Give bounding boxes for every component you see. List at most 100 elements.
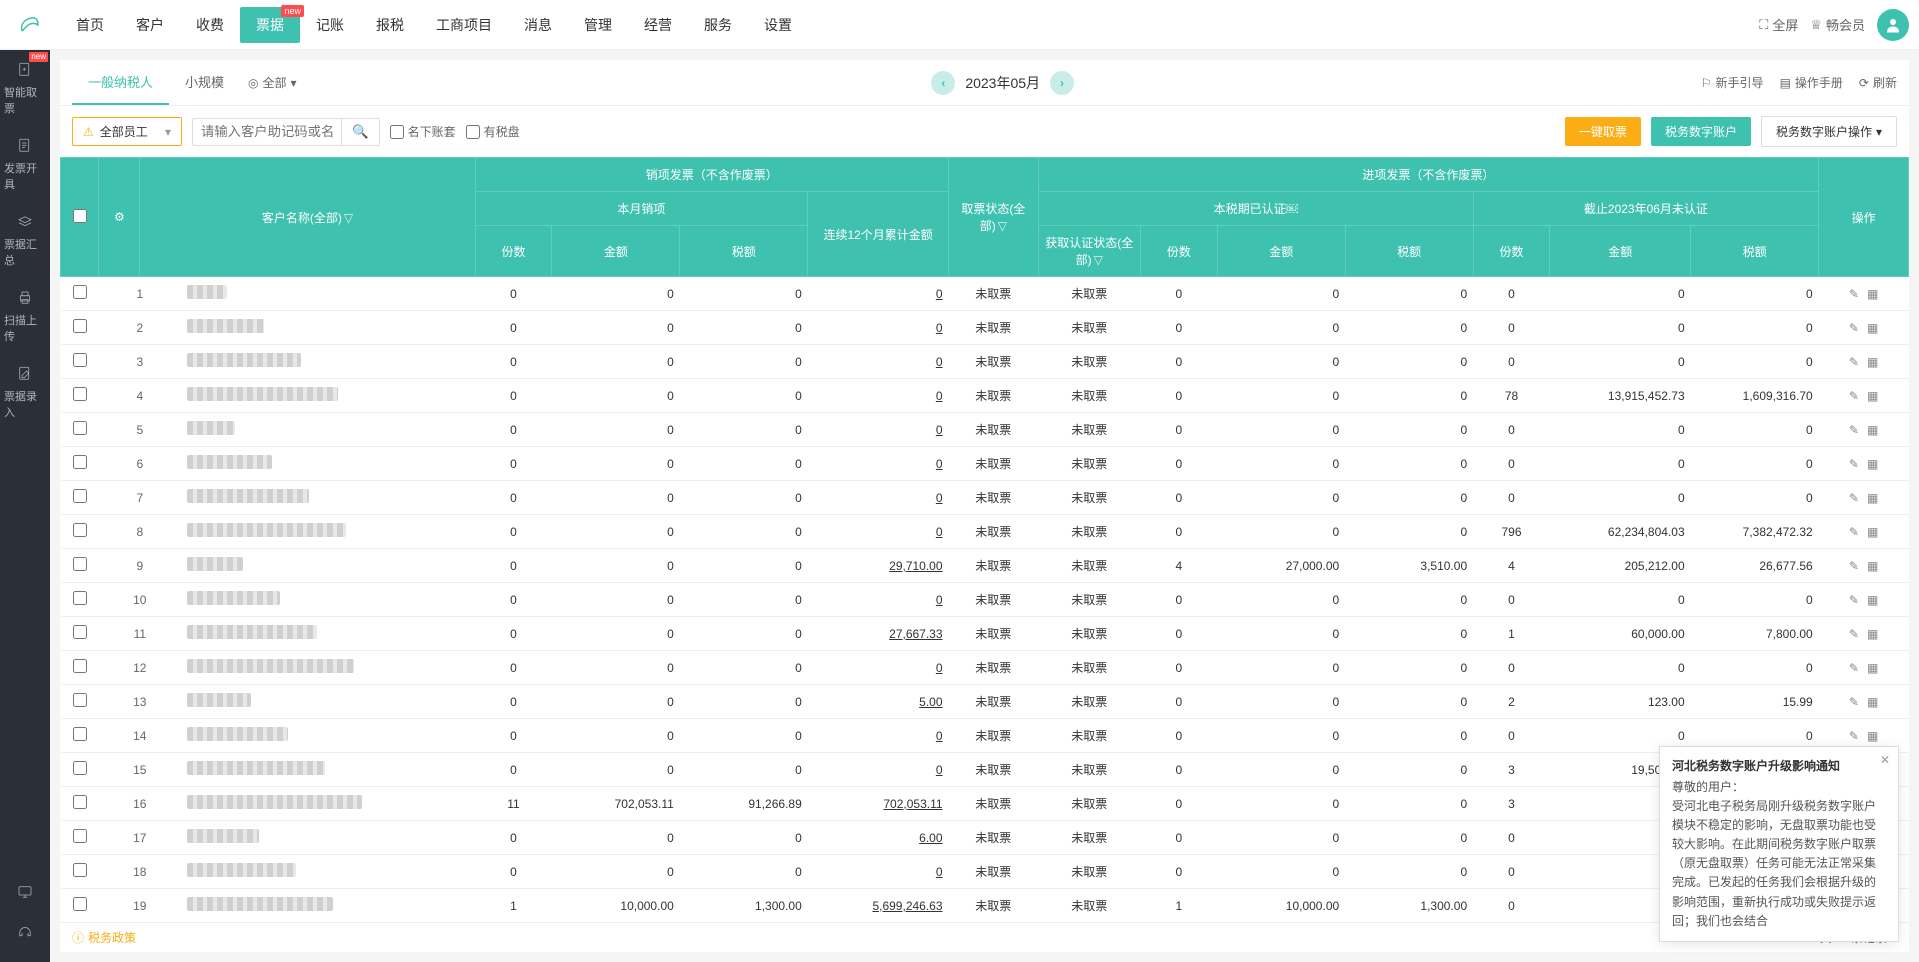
nav-首页[interactable]: 首页 — [60, 7, 120, 43]
row-checkbox[interactable] — [73, 285, 87, 299]
detail-icon[interactable]: ▦ — [1867, 627, 1878, 641]
cell-cum12[interactable]: 0 — [808, 583, 949, 617]
row-checkbox[interactable] — [73, 761, 87, 775]
detail-icon[interactable]: ▦ — [1867, 729, 1878, 743]
row-checkbox[interactable] — [73, 897, 87, 911]
cell-cum12[interactable]: 0 — [808, 651, 949, 685]
nav-消息[interactable]: 消息 — [508, 7, 568, 43]
has-disk-checkbox[interactable]: 有税盘 — [466, 123, 520, 140]
tax-policy-link[interactable]: ⓘ 税务政策 — [72, 929, 136, 946]
row-checkbox[interactable] — [73, 489, 87, 503]
edit-icon[interactable]: ✎ — [1849, 321, 1859, 335]
customer-name[interactable] — [181, 685, 475, 719]
under-account-checkbox[interactable]: 名下账套 — [390, 123, 456, 140]
detail-icon[interactable]: ▦ — [1867, 491, 1878, 505]
detail-icon[interactable]: ▦ — [1867, 457, 1878, 471]
customer-name[interactable] — [181, 719, 475, 753]
row-checkbox[interactable] — [73, 353, 87, 367]
detail-icon[interactable]: ▦ — [1867, 389, 1878, 403]
tax-account-ops-button[interactable]: 税务数字账户操作 ▾ — [1761, 116, 1897, 147]
cell-cum12[interactable]: 29,710.00 — [808, 549, 949, 583]
row-checkbox[interactable] — [73, 421, 87, 435]
edit-icon[interactable]: ✎ — [1849, 559, 1859, 573]
close-icon[interactable]: ✕ — [1880, 753, 1890, 767]
fullscreen-button[interactable]: ⛶ 全屏 — [1759, 15, 1798, 34]
row-checkbox[interactable] — [73, 625, 87, 639]
detail-icon[interactable]: ▦ — [1867, 695, 1878, 709]
cell-cum12[interactable]: 6.00 — [808, 821, 949, 855]
tab-filter-all[interactable]: ◎ 全部 ▾ — [240, 62, 305, 103]
row-checkbox[interactable] — [73, 557, 87, 571]
detail-icon[interactable]: ▦ — [1867, 321, 1878, 335]
detail-icon[interactable]: ▦ — [1867, 661, 1878, 675]
customer-name[interactable] — [181, 345, 475, 379]
col-settings[interactable]: ⚙ — [99, 158, 140, 277]
customer-name[interactable] — [181, 379, 475, 413]
tax-account-button[interactable]: 税务数字账户 — [1651, 117, 1751, 146]
row-checkbox[interactable] — [73, 319, 87, 333]
detail-icon[interactable]: ▦ — [1867, 559, 1878, 573]
customer-name[interactable] — [181, 753, 475, 787]
cell-cum12[interactable]: 0 — [808, 413, 949, 447]
row-checkbox[interactable] — [73, 387, 87, 401]
customer-name[interactable] — [181, 821, 475, 855]
edit-icon[interactable]: ✎ — [1849, 593, 1859, 607]
edit-icon[interactable]: ✎ — [1849, 389, 1859, 403]
row-checkbox[interactable] — [73, 795, 87, 809]
edit-icon[interactable]: ✎ — [1849, 457, 1859, 471]
row-checkbox[interactable] — [73, 659, 87, 673]
manual-button[interactable]: ▤操作手册 — [1780, 74, 1843, 91]
nav-设置[interactable]: 设置 — [748, 7, 808, 43]
nav-收费[interactable]: 收费 — [180, 7, 240, 43]
fetch-all-button[interactable]: 一键取票 — [1565, 117, 1641, 146]
customer-name[interactable] — [181, 447, 475, 481]
customer-search-input[interactable] — [192, 118, 342, 146]
filter-icon[interactable]: ▽ — [1094, 253, 1103, 267]
sidebar-票据汇总[interactable]: 票据汇总 — [0, 202, 50, 278]
sidebar-票据录入[interactable]: 票据录入 — [0, 354, 50, 430]
sidebar-bottom-monitor[interactable] — [0, 872, 50, 912]
row-checkbox[interactable] — [73, 523, 87, 537]
edit-icon[interactable]: ✎ — [1849, 695, 1859, 709]
cell-cum12[interactable]: 5.00 — [808, 685, 949, 719]
cell-cum12[interactable]: 0 — [808, 753, 949, 787]
row-checkbox[interactable] — [73, 863, 87, 877]
detail-icon[interactable]: ▦ — [1867, 423, 1878, 437]
tab-小规模[interactable]: 小规模 — [169, 60, 240, 105]
sidebar-bottom-headset[interactable] — [0, 912, 50, 952]
cell-cum12[interactable]: 0 — [808, 379, 949, 413]
customer-name[interactable] — [181, 855, 475, 889]
sidebar-智能取票[interactable]: 智能取票new — [0, 50, 50, 126]
nav-客户[interactable]: 客户 — [120, 7, 180, 43]
cell-cum12[interactable]: 5,699,246.63 — [808, 889, 949, 923]
customer-name[interactable] — [181, 617, 475, 651]
cell-cum12[interactable]: 0 — [808, 481, 949, 515]
customer-name[interactable] — [181, 311, 475, 345]
customer-name[interactable] — [181, 413, 475, 447]
sidebar-发票开具[interactable]: 发票开具 — [0, 126, 50, 202]
row-checkbox[interactable] — [73, 591, 87, 605]
cell-cum12[interactable]: 702,053.11 — [808, 787, 949, 821]
cell-cum12[interactable]: 0 — [808, 447, 949, 481]
edit-icon[interactable]: ✎ — [1849, 423, 1859, 437]
search-button[interactable]: 🔍 — [342, 118, 380, 146]
month-prev-button[interactable]: ‹ — [931, 71, 955, 95]
nav-管理[interactable]: 管理 — [568, 7, 628, 43]
cell-cum12[interactable]: 0 — [808, 277, 949, 311]
cell-cum12[interactable]: 0 — [808, 719, 949, 753]
cell-cum12[interactable]: 0 — [808, 345, 949, 379]
customer-name[interactable] — [181, 583, 475, 617]
edit-icon[interactable]: ✎ — [1849, 287, 1859, 301]
customer-name[interactable] — [181, 481, 475, 515]
row-checkbox[interactable] — [73, 829, 87, 843]
filter-icon[interactable]: ▽ — [998, 219, 1007, 233]
month-next-button[interactable]: › — [1050, 71, 1074, 95]
detail-icon[interactable]: ▦ — [1867, 525, 1878, 539]
cell-cum12[interactable]: 0 — [808, 311, 949, 345]
customer-name[interactable] — [181, 651, 475, 685]
edit-icon[interactable]: ✎ — [1849, 355, 1859, 369]
staff-select[interactable]: ⚠ 全部员工 ▾ — [72, 117, 182, 146]
guide-button[interactable]: ⚐新手引导 — [1701, 74, 1764, 91]
cell-cum12[interactable]: 0 — [808, 515, 949, 549]
edit-icon[interactable]: ✎ — [1849, 661, 1859, 675]
